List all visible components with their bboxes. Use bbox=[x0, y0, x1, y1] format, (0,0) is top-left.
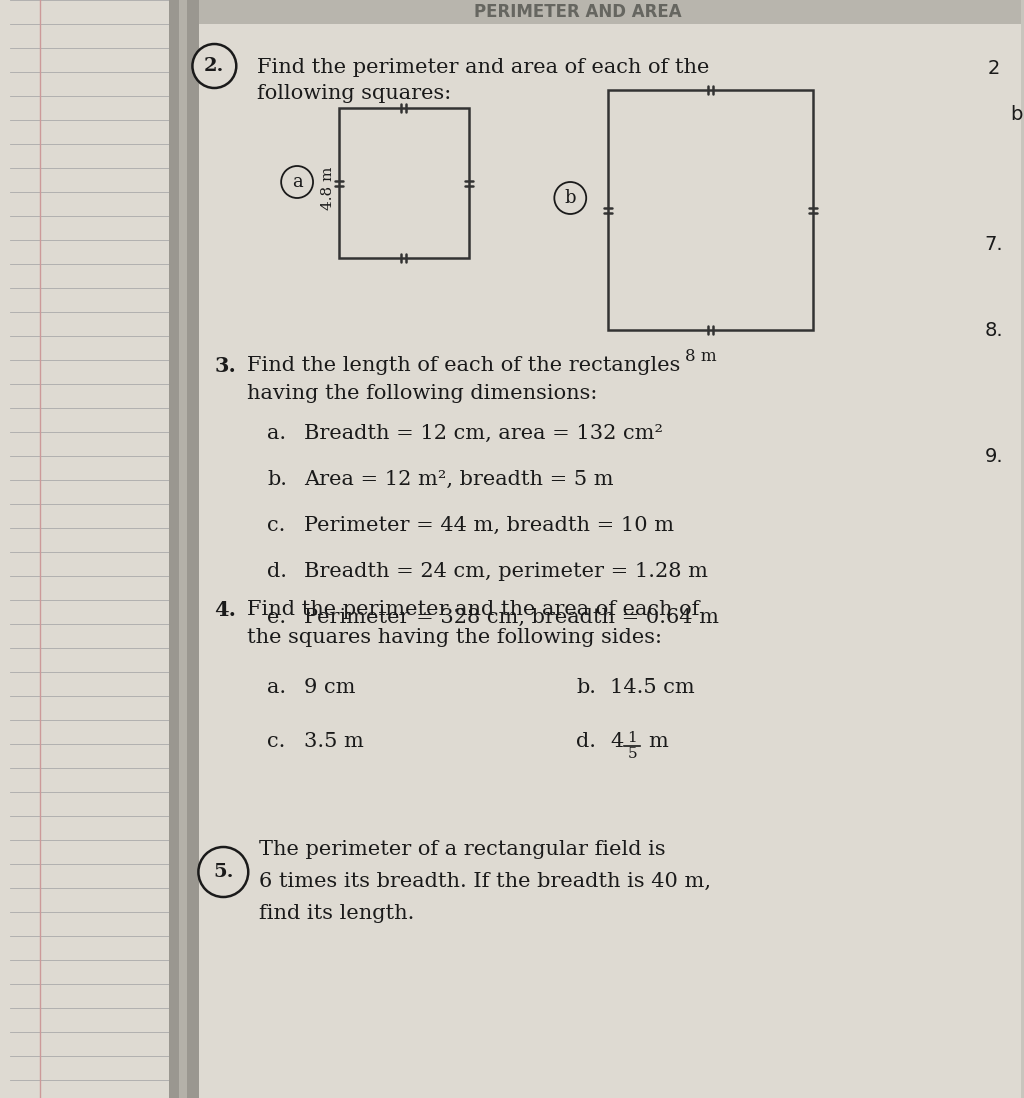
Text: Find the perimeter and the area of each of: Find the perimeter and the area of each … bbox=[247, 600, 699, 619]
Text: Perimeter = 44 m, breadth = 10 m: Perimeter = 44 m, breadth = 10 m bbox=[304, 516, 674, 535]
Text: Area = 12 m², breadth = 5 m: Area = 12 m², breadth = 5 m bbox=[304, 470, 613, 489]
Text: 8.: 8. bbox=[985, 321, 1004, 339]
Text: 3.: 3. bbox=[214, 356, 237, 376]
Text: e.: e. bbox=[267, 608, 287, 627]
Text: 7.: 7. bbox=[985, 235, 1004, 255]
Text: 2: 2 bbox=[988, 58, 1000, 78]
Bar bbox=[179, 0, 187, 1098]
Text: b: b bbox=[564, 189, 577, 208]
Text: find its length.: find its length. bbox=[259, 904, 415, 923]
Bar bbox=[608, 90, 812, 330]
Text: Find the perimeter and area of each of the: Find the perimeter and area of each of t… bbox=[257, 58, 710, 77]
Text: 9 cm: 9 cm bbox=[304, 677, 355, 697]
Text: 1: 1 bbox=[628, 731, 637, 746]
Text: 14.5 cm: 14.5 cm bbox=[610, 677, 695, 697]
Text: 2.: 2. bbox=[204, 57, 224, 75]
Bar bbox=[200, 0, 1021, 24]
Text: Breadth = 24 cm, perimeter = 1.28 m: Breadth = 24 cm, perimeter = 1.28 m bbox=[304, 562, 708, 581]
Bar bbox=[200, 0, 1021, 1098]
Circle shape bbox=[199, 847, 248, 897]
Circle shape bbox=[193, 44, 237, 88]
Circle shape bbox=[554, 182, 586, 214]
Text: 4: 4 bbox=[610, 732, 624, 751]
Text: 5: 5 bbox=[628, 747, 637, 761]
Text: d.: d. bbox=[267, 562, 287, 581]
Text: b.: b. bbox=[267, 470, 287, 489]
Text: Breadth = 12 cm, area = 132 cm²: Breadth = 12 cm, area = 132 cm² bbox=[304, 424, 664, 442]
Text: following squares:: following squares: bbox=[257, 85, 452, 103]
Text: 3.5 m: 3.5 m bbox=[304, 732, 364, 751]
Text: c.: c. bbox=[267, 516, 286, 535]
Text: having the following dimensions:: having the following dimensions: bbox=[247, 384, 598, 403]
Text: d.: d. bbox=[577, 732, 596, 751]
Text: The perimeter of a rectangular field is: The perimeter of a rectangular field is bbox=[259, 840, 666, 859]
Circle shape bbox=[282, 166, 313, 198]
Text: Perimeter = 328 cm, breadth = 0.64 m: Perimeter = 328 cm, breadth = 0.64 m bbox=[304, 608, 719, 627]
Text: a.: a. bbox=[267, 424, 287, 442]
Text: 9.: 9. bbox=[985, 448, 1004, 467]
Text: 4.: 4. bbox=[214, 600, 237, 620]
Text: 5.: 5. bbox=[213, 863, 233, 881]
Text: Find the length of each of the rectangles: Find the length of each of the rectangle… bbox=[247, 356, 681, 376]
Bar bbox=[339, 108, 469, 258]
Text: 4.8 m: 4.8 m bbox=[321, 166, 335, 210]
Text: m: m bbox=[648, 732, 668, 751]
Text: c.: c. bbox=[267, 732, 286, 751]
Text: b: b bbox=[1011, 105, 1023, 124]
Text: 8 m: 8 m bbox=[685, 348, 716, 365]
Text: the squares having the following sides:: the squares having the following sides: bbox=[247, 628, 663, 647]
Text: a.: a. bbox=[267, 677, 287, 697]
Bar bbox=[170, 0, 200, 1098]
Text: b.: b. bbox=[577, 677, 596, 697]
Text: 6 times its breadth. If the breadth is 40 m,: 6 times its breadth. If the breadth is 4… bbox=[259, 872, 712, 890]
Text: PERIMETER AND AREA: PERIMETER AND AREA bbox=[474, 3, 682, 21]
Text: a: a bbox=[292, 173, 302, 191]
Bar bbox=[0, 0, 184, 1098]
